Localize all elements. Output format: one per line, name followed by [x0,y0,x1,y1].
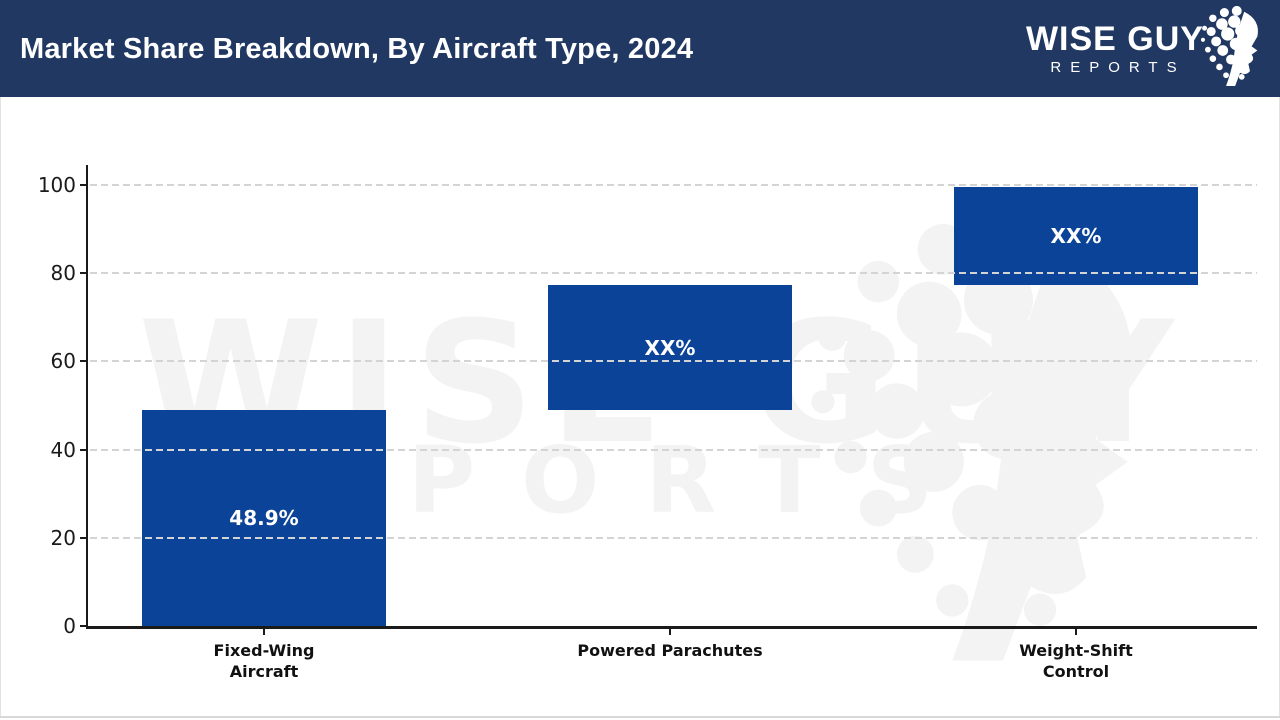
chart-title: Market Share Breakdown, By Aircraft Type… [20,33,694,65]
bar-value-label: XX% [644,335,696,360]
gridline [90,184,1257,186]
bar-segment [954,187,1198,286]
page-bottom-border [0,716,1280,718]
header-bar: Market Share Breakdown, By Aircraft Type… [0,0,1280,97]
y-axis-tick-label: 80 [50,261,76,286]
logo-subtitle: REPORTS [1050,59,1186,76]
y-axis-tick-mark [80,184,86,186]
x-axis-tick-mark [263,628,265,635]
y-axis-tick-label: 60 [50,349,76,374]
bar-segment [548,285,792,411]
y-axis-tick-label: 40 [50,437,76,462]
x-axis-category-label: Powered Parachutes [577,641,763,660]
y-axis-tick-label: 100 [37,173,76,197]
y-axis-tick-mark [80,360,86,363]
y-axis-tick-mark [80,625,86,627]
logo-face-dots [1200,6,1252,86]
dotted-head-profile-icon [1200,6,1258,86]
x-axis-tick-mark [669,628,671,635]
y-axis-tick-label: 0 [63,614,76,638]
y-axis-tick-mark [80,536,86,539]
x-axis-tick-mark [1075,628,1077,635]
y-axis-tick-mark [80,448,86,451]
y-axis-tick-label: 20 [50,525,76,550]
watermark-face-profile [952,244,1131,661]
gridline [90,448,1257,451]
logo-text: WISE GUY REPORTS [1026,20,1204,76]
wiseguy-logo: WISE GUY REPORTS [1026,6,1264,90]
watermark-head-icon [811,217,1131,661]
x-axis-category-label: Weight-Shift Control [1019,641,1133,681]
x-axis-line [86,626,1257,629]
bar-value-label: XX% [1050,224,1102,249]
bar-segment [142,410,386,626]
y-axis-line [86,165,88,628]
logo-face-profile [1226,11,1258,86]
gridline [90,360,1257,363]
bar-value-label: 48.9% [229,506,299,531]
gridline [90,272,1257,275]
gridline [90,536,1257,539]
y-axis-tick-mark [80,272,86,275]
x-axis-category-label: Fixed-Wing Aircraft [213,641,315,681]
logo-wordmark: WISE GUY [1025,20,1204,58]
page-left-border [0,97,1,717]
